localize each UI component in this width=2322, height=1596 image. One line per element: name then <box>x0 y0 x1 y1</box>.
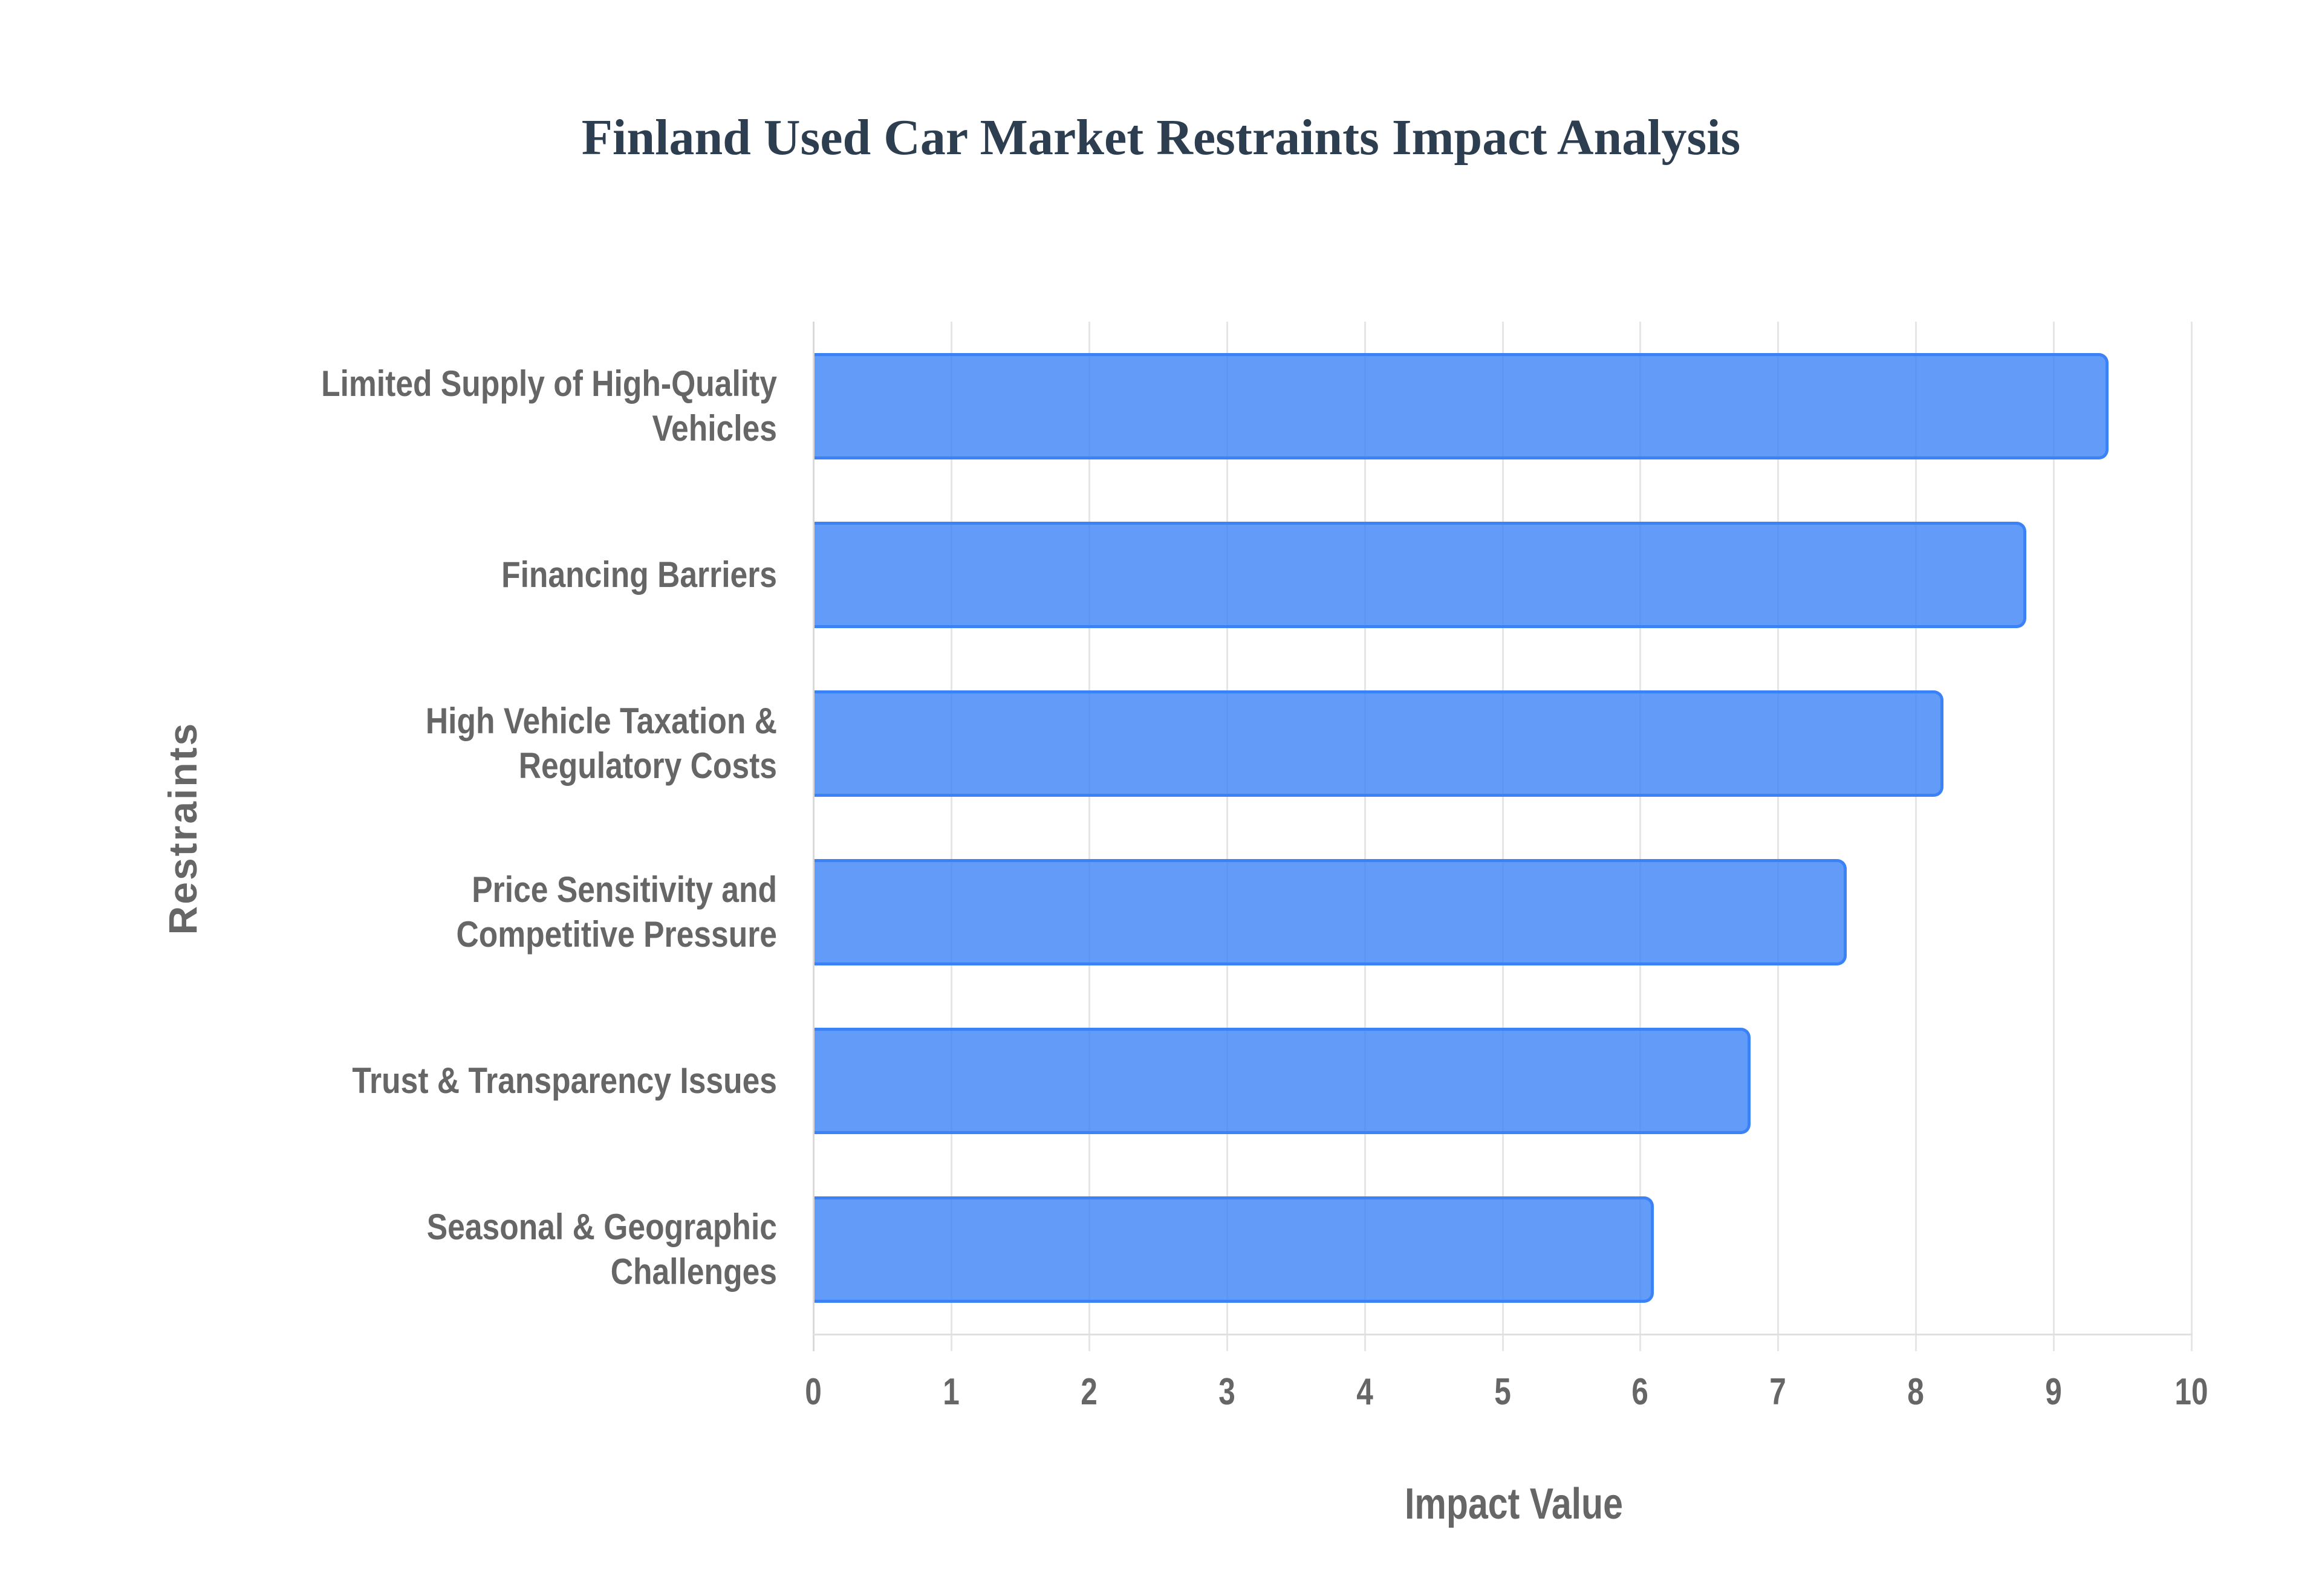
x-tick-label: 5 <box>1494 1371 1511 1413</box>
gridline <box>2053 322 2055 1351</box>
bar[interactable] <box>815 1196 1654 1303</box>
x-tick-label: 9 <box>2045 1371 2062 1413</box>
chart-title: Finland Used Car Market Restraints Impac… <box>581 109 1741 166</box>
x-tick-label: 8 <box>1907 1371 1924 1413</box>
category-label-line: Price Sensitivity and <box>472 869 777 910</box>
x-tick-label: 2 <box>1080 1371 1098 1413</box>
gridline <box>950 322 952 1351</box>
category-label-line: Regulatory Costs <box>518 745 777 786</box>
category-label-line: Financing Barriers <box>501 554 777 595</box>
gridline <box>1501 322 1504 1351</box>
x-tick-label: 6 <box>1631 1371 1649 1413</box>
x-tick-label: 10 <box>2174 1371 2208 1413</box>
x-axis-title: Impact Value <box>1405 1480 1623 1528</box>
gridline <box>1088 322 1090 1351</box>
x-tick-label: 1 <box>943 1371 960 1413</box>
bar[interactable] <box>815 690 1943 797</box>
gridline <box>1639 322 1642 1351</box>
gridline <box>1364 322 1366 1351</box>
bar[interactable] <box>815 352 2109 459</box>
category-label-line: High Vehicle Taxation & <box>425 700 777 741</box>
gridline <box>2191 322 2193 1351</box>
x-tick-label: 3 <box>1218 1371 1235 1413</box>
x-axis-line <box>813 1334 2193 1335</box>
category-label: Price Sensitivity and Competitive Pressur… <box>153 868 777 957</box>
category-label-line: Trust & Transparency Issues <box>352 1060 777 1101</box>
gridline <box>1915 322 1917 1351</box>
x-tick-label: 4 <box>1356 1371 1373 1413</box>
bar[interactable] <box>815 859 1847 966</box>
category-label: Seasonal & Geographic Challenges <box>153 1205 777 1294</box>
category-label-line: Vehicles <box>652 407 777 449</box>
category-label: Financing Barriers <box>153 553 777 597</box>
category-label: Trust & Transparency Issues <box>153 1059 777 1103</box>
gridline <box>1226 322 1228 1351</box>
gridline <box>1777 322 1780 1351</box>
category-label: Limited Supply of High-Quality Vehicles <box>153 362 777 451</box>
category-label-line: Competitive Pressure <box>456 914 777 955</box>
bar[interactable] <box>815 1028 1751 1135</box>
y-axis-line <box>813 322 815 1351</box>
bar[interactable] <box>815 521 2026 628</box>
plot-area <box>813 322 2193 1351</box>
category-label-line: Limited Supply of High-Quality <box>321 363 777 404</box>
x-tick-label: 0 <box>805 1371 822 1413</box>
category-label-line: Challenges <box>610 1251 777 1293</box>
x-tick-label: 7 <box>1769 1371 1787 1413</box>
category-label-line: Seasonal & Geographic <box>426 1207 777 1248</box>
category-label: High Vehicle Taxation & Regulatory Costs <box>153 699 777 788</box>
